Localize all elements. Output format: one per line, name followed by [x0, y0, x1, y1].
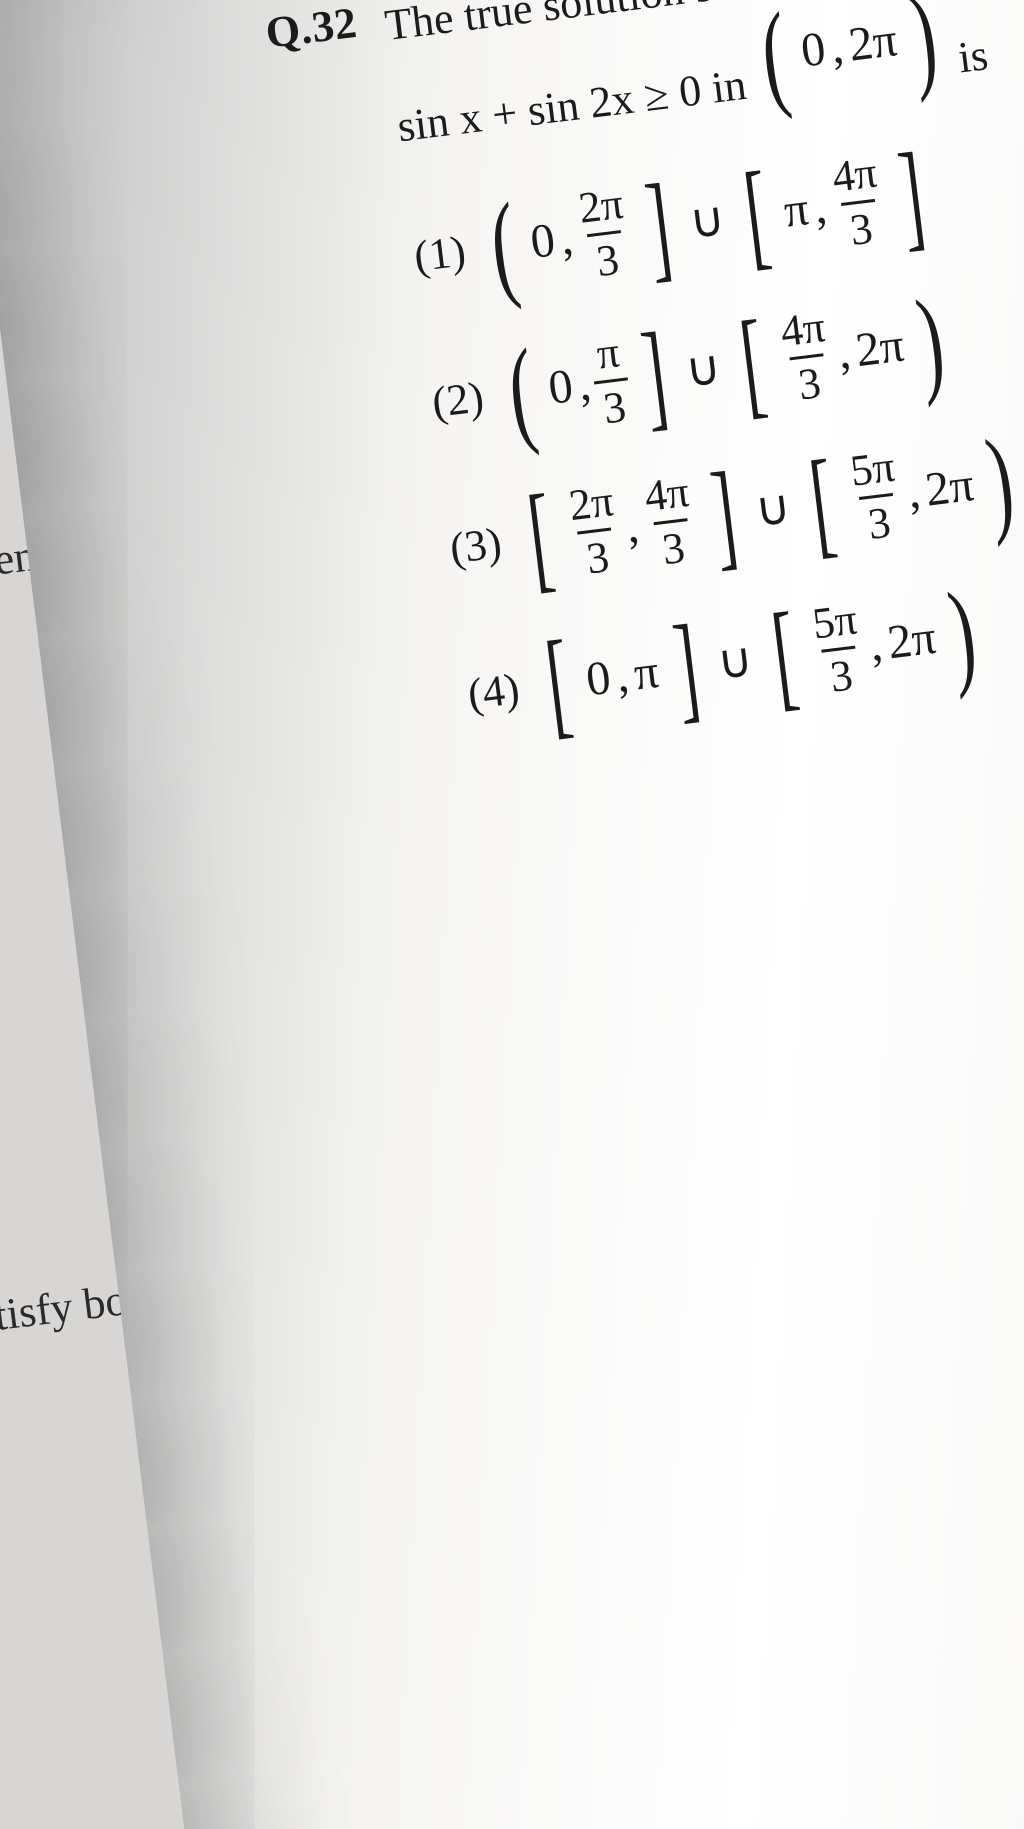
o1-b2-den: 3: [841, 199, 881, 254]
rbracket-icon: ]: [707, 471, 742, 560]
question-line2-pre: sin x + sin 2x ≥ 0 in: [395, 59, 760, 152]
question-interval: ( 0 , 2π ): [749, 0, 950, 101]
o2-b2: 2π: [847, 320, 913, 375]
o3-b1-num: 5π: [842, 444, 904, 498]
union-icon: ∪: [743, 482, 804, 536]
lbracket-icon: [: [739, 171, 774, 260]
o1-a2: 2π 3: [570, 181, 638, 286]
rbracket-icon: ]: [894, 151, 929, 240]
comma: ,: [623, 502, 641, 551]
o1-b1: π: [775, 184, 817, 236]
union-icon: ∪: [677, 194, 738, 248]
option-2-math: ( 0 , π 3 ] ∪ [ 4π 3 , 2π: [495, 290, 957, 444]
option-4-label: (4): [465, 663, 522, 720]
o1-a2-den: 3: [587, 230, 627, 285]
o1-b2-num: 4π: [824, 150, 886, 204]
o4-a2: π: [625, 647, 667, 699]
o3-a2-num: 4π: [636, 469, 698, 523]
lbracket-icon: [: [524, 493, 559, 582]
lbracket-icon: [: [735, 319, 770, 408]
o3-a2: 4π 3: [636, 469, 704, 574]
option-2-label: (2): [429, 371, 486, 428]
rparen-icon: ): [913, 297, 949, 386]
o1-a2-num: 2π: [570, 181, 632, 235]
o2-a2-den: 3: [594, 377, 634, 432]
union-icon: ∪: [705, 635, 766, 689]
option-4-math: [ 0 , π ] ∪ [ 5π 3 , 2π ): [531, 582, 989, 735]
lbracket-icon: [: [541, 639, 576, 728]
paper-page: Q.32 The true solution set of the inequa…: [0, 0, 1024, 1829]
o3-b2: 2π: [917, 460, 983, 515]
option-1-label: (1): [411, 225, 468, 282]
interval-b: 2π: [840, 16, 906, 71]
question-line2-post: is: [956, 30, 991, 82]
option-3-label: (3): [447, 517, 504, 574]
o3-a1-num: 2π: [561, 478, 623, 532]
o3-a2-den: 3: [653, 518, 693, 573]
lparen-icon: (: [504, 347, 540, 436]
o4-b1-den: 3: [821, 646, 861, 701]
o3-a1-den: 3: [577, 527, 617, 582]
rparen-icon: ): [983, 437, 1019, 526]
o2-b1-den: 3: [789, 353, 829, 408]
o1-a1: 0: [522, 215, 564, 267]
open-paren: (: [757, 11, 793, 100]
o2-b1-num: 4π: [772, 304, 834, 358]
o1-b2: 4π 3: [824, 150, 892, 255]
close-paren: ): [906, 0, 942, 81]
o2-b1: 4π 3: [772, 304, 840, 409]
o3-b1-den: 3: [859, 493, 899, 548]
o3-b1: 5π 3: [842, 444, 910, 549]
interval-a: 0: [793, 24, 835, 76]
question-text: The true solution set of the inequality …: [381, 0, 1024, 160]
o4-a1: 0: [578, 653, 620, 705]
o4-b2: 2π: [879, 613, 945, 668]
rparen-icon: ): [945, 590, 981, 679]
rbracket-icon: ]: [637, 331, 672, 420]
question-block: Q.32 The true solution set of the inequa…: [263, 0, 1024, 806]
o4-b1-num: 5π: [804, 597, 866, 651]
union-icon: ∪: [673, 342, 734, 396]
rbracket-icon: ]: [669, 624, 704, 713]
rbracket-icon: ]: [641, 183, 676, 272]
lbracket-icon: [: [767, 611, 802, 700]
lbracket-icon: [: [805, 459, 840, 548]
option-1-math: ( 0 , 2π 3 ] ∪ [ π , 4π 3: [477, 144, 939, 298]
question-number: Q.32: [263, 0, 360, 59]
o2-a2: π 3: [588, 330, 634, 432]
o3-a1: 2π 3: [561, 478, 629, 583]
o2-a2-num: π: [588, 330, 628, 382]
option-3-math: [ 2π 3 , 4π 3 ] ∪ [ 5π 3: [513, 429, 1024, 589]
o4-b1: 5π 3: [804, 597, 872, 702]
options-list: (1) ( 0 , 2π 3 ] ∪ [ π , 4π: [408, 105, 1024, 743]
lparen-icon: (: [486, 201, 522, 290]
o2-a1: 0: [540, 361, 582, 413]
